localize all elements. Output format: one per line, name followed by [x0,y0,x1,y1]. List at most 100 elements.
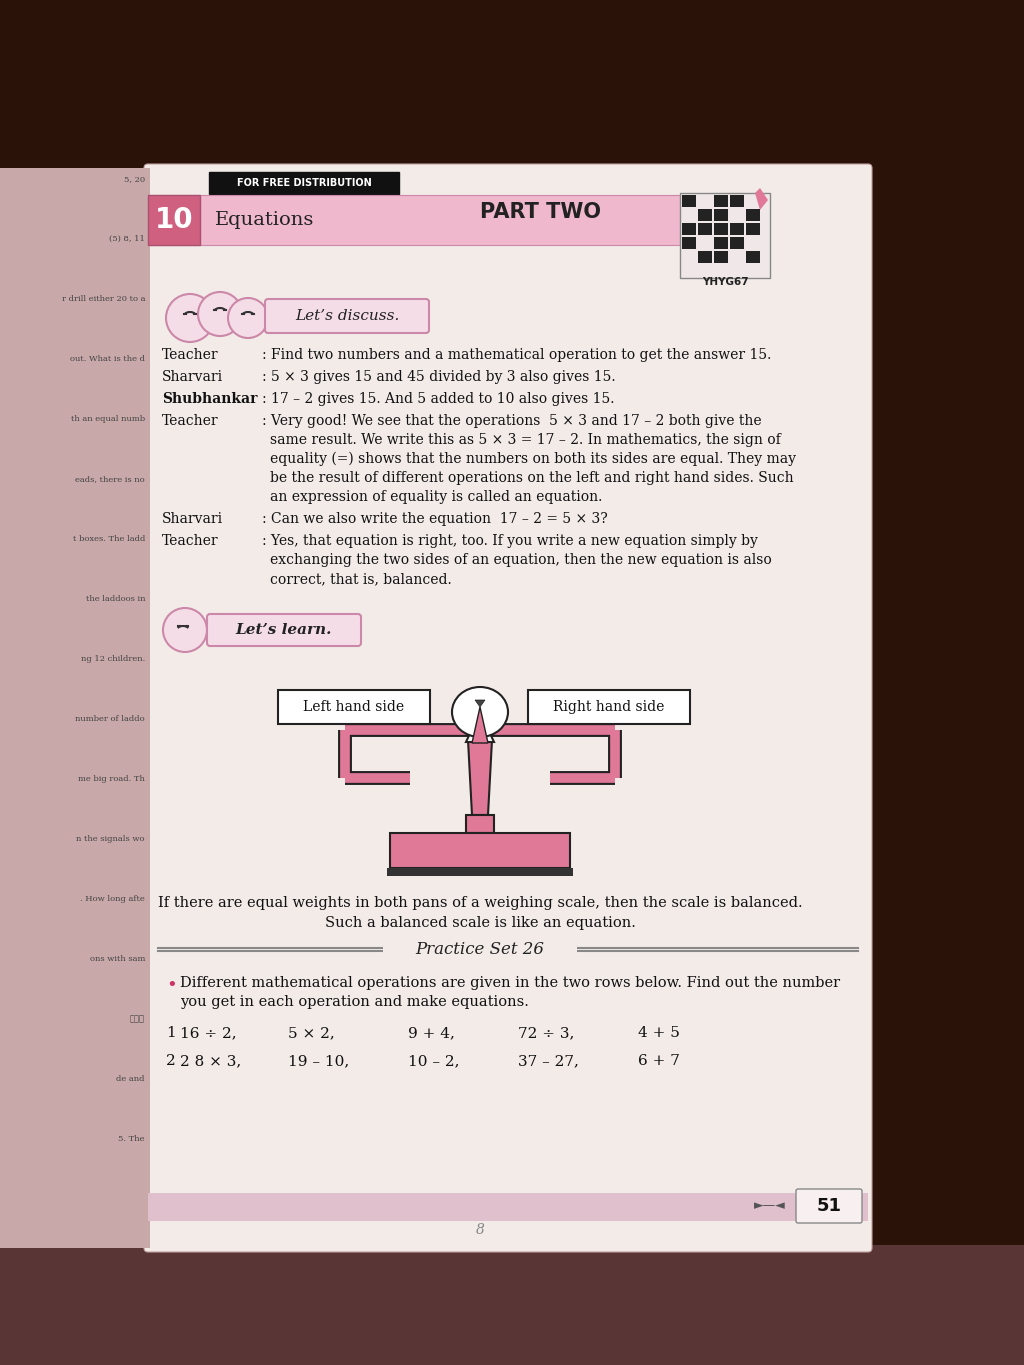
Text: ℓℓℓ: ℓℓℓ [130,1016,145,1022]
Bar [387,868,573,876]
Text: n the signals wo: n the signals wo [77,835,145,844]
Bar [746,209,760,221]
Text: Right hand side: Right hand side [553,700,665,714]
Bar [714,222,728,235]
Text: 10 – 2,: 10 – 2, [408,1054,460,1067]
Text: 9 + 4,: 9 + 4, [408,1026,455,1040]
Bar [0,1245,1024,1365]
Text: Sharvari: Sharvari [162,512,223,526]
Text: be the result of different operations on the left and right hand sides. Such: be the result of different operations on… [270,471,794,485]
Text: th an equal numb: th an equal numb [71,415,145,423]
Bar [390,833,570,868]
Text: •: • [166,976,177,994]
Text: : Find two numbers and a mathematical operation to get the answer 15.: : Find two numbers and a mathematical op… [262,348,771,362]
Text: exchanging the two sides of an equation, then the new equation is also: exchanging the two sides of an equation,… [270,553,772,566]
Bar [698,222,712,235]
Text: out. What is the d: out. What is the d [70,355,145,363]
Text: Such a balanced scale is like an equation.: Such a balanced scale is like an equatio… [325,916,636,930]
Text: Let’s learn.: Let’s learn. [236,622,332,637]
FancyBboxPatch shape [207,614,361,646]
Text: 8: 8 [475,1223,484,1237]
Text: (5) 8, 11: (5) 8, 11 [110,235,145,243]
Text: Let’s discuss.: Let’s discuss. [295,308,399,324]
Bar [680,192,770,278]
Ellipse shape [452,687,508,737]
Text: If there are equal weights in both pans of a weighing scale, then the scale is b: If there are equal weights in both pans … [158,895,803,910]
Text: you get in each operation and make equations.: you get in each operation and make equat… [180,995,528,1009]
Circle shape [198,292,242,336]
Bar [0,0,1024,168]
FancyBboxPatch shape [144,164,872,1252]
Text: r drill either 20 to a: r drill either 20 to a [61,295,145,303]
Text: me big road. Th: me big road. Th [78,775,145,784]
Bar [682,238,696,248]
Text: Practice Set 26: Practice Set 26 [416,942,545,958]
Text: the laddoos in: the laddoos in [85,595,145,603]
Text: : Very good! We see that the operations  5 × 3 and 17 – 2 both give the: : Very good! We see that the operations … [262,414,762,429]
Text: ng 12 children.: ng 12 children. [81,655,145,663]
Bar [148,1193,868,1222]
Text: 6 + 7: 6 + 7 [638,1054,680,1067]
Text: 72 ÷ 3,: 72 ÷ 3, [518,1026,574,1040]
Bar [730,222,744,235]
Text: Sharvari: Sharvari [162,370,223,384]
Text: Shubhankar: Shubhankar [162,392,257,405]
Text: number of laddo: number of laddo [76,715,145,723]
Bar [860,156,1024,1365]
FancyBboxPatch shape [278,689,430,723]
Text: FOR FREE DISTRIBUTION: FOR FREE DISTRIBUTION [237,177,372,188]
Bar [746,251,760,263]
Text: 2 8 × 3,: 2 8 × 3, [180,1054,242,1067]
Text: Teacher: Teacher [162,534,219,547]
Text: : Yes, that equation is right, too. If you write a new equation simply by: : Yes, that equation is right, too. If y… [262,534,758,547]
Text: 4 + 5: 4 + 5 [638,1026,680,1040]
Polygon shape [468,740,492,815]
Text: same result. We write this as 5 × 3 = 17 – 2. In mathematics, the sign of: same result. We write this as 5 × 3 = 17… [270,433,780,446]
Text: 2: 2 [166,1054,176,1067]
Text: 1: 1 [166,1026,176,1040]
Bar [714,209,728,221]
Bar [714,251,728,263]
FancyBboxPatch shape [265,299,429,333]
Polygon shape [466,713,494,743]
Text: . How long afte: . How long afte [80,895,145,904]
Bar [698,251,712,263]
Bar [746,222,760,235]
FancyBboxPatch shape [528,689,690,723]
Text: PART TWO: PART TWO [479,202,600,222]
Text: eads, there is no: eads, there is no [76,475,145,483]
Text: : 5 × 3 gives 15 and 45 divided by 3 also gives 15.: : 5 × 3 gives 15 and 45 divided by 3 als… [262,370,615,384]
FancyBboxPatch shape [383,936,577,965]
Polygon shape [755,188,768,210]
Text: : Can we also write the equation  17 – 2 = 5 × 3?: : Can we also write the equation 17 – 2 … [262,512,608,526]
FancyBboxPatch shape [148,195,768,244]
Text: correct, that is, balanced.: correct, that is, balanced. [270,572,452,586]
Text: ons with sam: ons with sam [90,955,145,962]
Text: an expression of equality is called an equation.: an expression of equality is called an e… [270,490,602,504]
Bar [698,209,712,221]
Text: : 17 – 2 gives 15. And 5 added to 10 also gives 15.: : 17 – 2 gives 15. And 5 added to 10 als… [262,392,614,405]
Circle shape [166,293,214,343]
Bar [148,195,200,244]
Text: 51: 51 [816,1197,842,1215]
Text: 10: 10 [155,206,194,233]
Bar [682,195,696,207]
Bar [730,238,744,248]
FancyBboxPatch shape [209,172,399,194]
Bar [714,195,728,207]
Text: 16 ÷ 2,: 16 ÷ 2, [180,1026,237,1040]
Polygon shape [472,707,488,743]
Text: Equations: Equations [215,212,314,229]
Text: Left hand side: Left hand side [303,700,404,714]
Text: YHYG67: YHYG67 [701,277,749,287]
Text: ►—◄: ►—◄ [755,1200,786,1212]
Polygon shape [0,168,148,319]
Bar [714,238,728,248]
Text: 5. The: 5. The [119,1136,145,1143]
Text: t boxes. The ladd: t boxes. The ladd [73,535,145,543]
Polygon shape [475,700,485,707]
Text: 37 – 27,: 37 – 27, [518,1054,579,1067]
Circle shape [163,607,207,652]
Text: 5, 20: 5, 20 [124,175,145,183]
Bar [0,168,150,1248]
